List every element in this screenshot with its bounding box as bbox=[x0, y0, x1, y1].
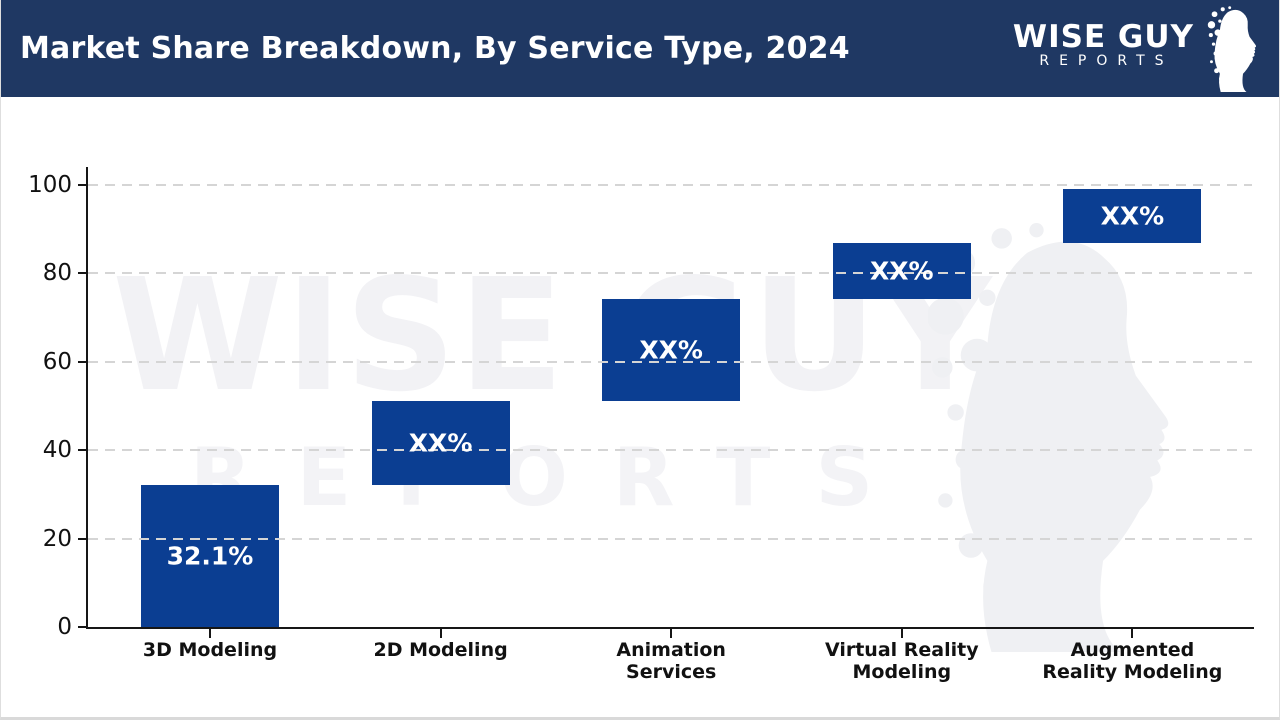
header: Market Share Breakdown, By Service Type,… bbox=[0, 0, 1280, 97]
gridline bbox=[88, 184, 1252, 186]
y-tick-label: 100 bbox=[28, 172, 72, 198]
gridline bbox=[88, 360, 1252, 363]
x-tick-mark bbox=[209, 629, 211, 638]
category-label: 2D Modeling bbox=[373, 639, 508, 661]
y-tick-label: 40 bbox=[42, 437, 72, 464]
x-axis-line bbox=[86, 627, 1254, 629]
wiseguy-logo: WISE GUY REPORTS bbox=[1013, 20, 1194, 69]
y-tick-label: 80 bbox=[42, 260, 72, 287]
logo-reports-text: REPORTS bbox=[1039, 53, 1174, 70]
logo-wise-guy-text: WISE GUY bbox=[1012, 19, 1194, 55]
bar-value-label: XX% bbox=[869, 256, 934, 286]
gridline bbox=[88, 272, 1252, 275]
gridline bbox=[88, 537, 1252, 540]
y-tick-mark bbox=[78, 184, 86, 186]
y-tick-label: 0 bbox=[57, 614, 72, 640]
y-tick-mark bbox=[78, 537, 86, 540]
bar-value-label: XX% bbox=[1100, 201, 1165, 231]
category-label: 3D Modeling bbox=[142, 639, 278, 661]
x-tick-mark bbox=[670, 629, 673, 638]
y-tick-label: 60 bbox=[42, 348, 72, 375]
x-tick-mark bbox=[439, 629, 442, 638]
category-label: Virtual Reality Modeling bbox=[824, 639, 979, 684]
y-tick-mark bbox=[78, 360, 86, 363]
category-label: Animation Services bbox=[616, 639, 726, 684]
y-tick-mark bbox=[78, 626, 86, 628]
y-axis-line bbox=[86, 167, 88, 629]
bar-segment bbox=[832, 242, 971, 300]
logo-head-icon bbox=[1207, 6, 1257, 92]
bar-segment bbox=[1063, 188, 1202, 243]
gridline bbox=[88, 449, 1252, 452]
bar-value-label: XX% bbox=[639, 335, 703, 365]
y-tick-mark bbox=[78, 449, 86, 452]
y-tick-label: 20 bbox=[42, 525, 72, 552]
x-tick-mark bbox=[1131, 629, 1134, 638]
chart-title: Market Share Breakdown, By Service Type,… bbox=[20, 31, 850, 66]
bar-value-label: XX% bbox=[408, 428, 473, 458]
bar-value-label: 32.1% bbox=[166, 541, 254, 571]
bar-segment bbox=[602, 299, 741, 401]
x-tick-mark bbox=[900, 629, 903, 638]
bar-segment bbox=[371, 400, 510, 486]
y-tick-mark bbox=[78, 272, 86, 275]
category-label: Augmented Reality Modeling bbox=[1042, 639, 1223, 684]
bar-segment bbox=[141, 485, 279, 627]
